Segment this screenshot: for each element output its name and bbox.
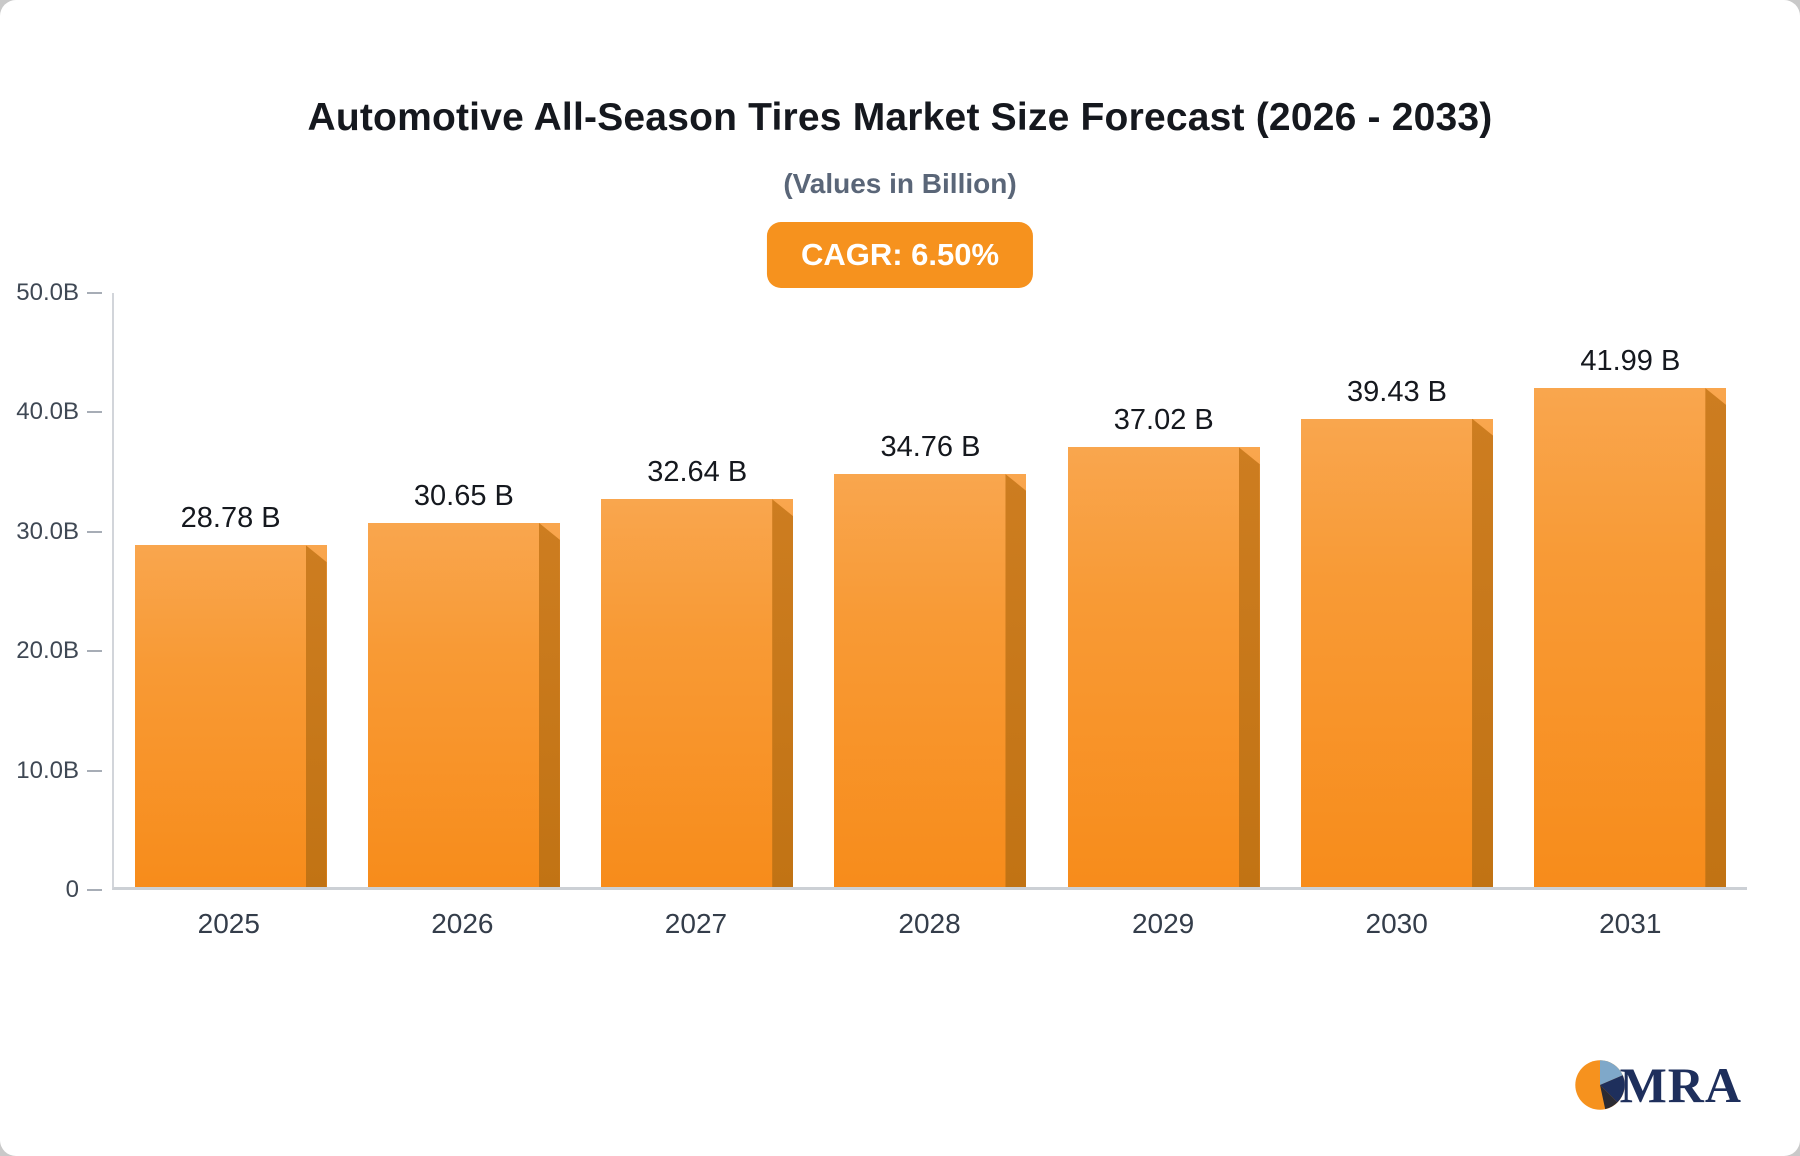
plot-area: 28.78 B 30.65 B 32.64 B 34.76 B 37.02 B 39.43… [112,293,1747,890]
x-axis-label: 2030 [1365,908,1428,939]
bar-column: 34.76 B [814,293,1047,887]
bar [367,522,560,887]
y-axis-tick-mark [87,650,102,653]
bars-container: 28.78 B 30.65 B 32.64 B 34.76 B 37.02 B 39.43… [114,293,1747,887]
bar-column: 30.65 B [347,293,580,887]
x-axis: 2025 2026 2027 2028 2029 2030 2031 [112,908,1747,940]
y-axis-tick: 40.0B [16,398,102,426]
x-axis-label: 2025 [197,908,260,939]
y-axis-tick: 20.0B [16,637,102,665]
y-axis-tick-mark [87,411,102,414]
y-axis-tick: 50.0B [16,279,102,307]
mra-logo-text: MRA [1619,1057,1742,1113]
bar-column: 37.02 B [1047,293,1280,887]
bar-value-label: 34.76 B [880,431,981,464]
y-axis-tick-label: 10.0B [16,756,79,784]
bar-value-label: 32.64 B [647,456,748,489]
bar-column: 32.64 B [581,293,814,887]
bar [1301,418,1494,887]
x-axis-label: 2028 [898,908,961,939]
bar-value-label: 30.65 B [413,479,514,512]
bar-value-label: 39.43 B [1347,375,1448,408]
bar [1534,388,1727,887]
y-axis-tick-mark [87,889,102,891]
chart-subtitle: (Values in Billion) [783,168,1017,199]
y-axis-tick-label: 30.0B [16,517,79,545]
bar [601,499,794,887]
x-axis-label: 2027 [664,908,728,939]
bar-chart: 28.78 B 30.65 B 32.64 B 34.76 B 37.02 B 39.43… [16,279,1747,903]
chart-title: Automotive All-Season Tires Market Size … [307,96,1493,139]
bar [134,545,327,887]
bar-column: 39.43 B [1280,293,1513,887]
y-axis-tick-label: 0 [65,876,79,903]
x-axis-label: 2029 [1131,908,1195,939]
y-axis-tick: 30.0B [16,518,102,546]
bar-value-label: 41.99 B [1580,345,1681,378]
y-axis-tick-mark [87,530,102,533]
cagr-badge: CAGR: 6.50% [766,222,1034,288]
x-axis-label: 2026 [431,908,494,939]
y-axis-tick-label: 40.0B [16,398,79,426]
bar [834,474,1027,887]
bar-value-label: 37.02 B [1113,404,1214,437]
y-axis-tick-label: 50.0B [16,279,79,306]
y-axis-tick-mark [87,769,102,772]
bar-column: 28.78 B [114,293,347,887]
bar-value-label: 28.78 B [180,502,281,535]
y-axis-tick-label: 20.0B [16,637,79,665]
y-axis-tick: 10.0B [16,757,102,785]
bar [1067,447,1260,887]
y-axis-tick: 0 [66,876,102,904]
x-axis-label: 2031 [1599,908,1662,939]
bar-column: 41.99 B [1514,293,1747,887]
y-axis-tick-mark [87,292,102,294]
mra-logo-pie-icon [1574,1060,1625,1110]
mra-logo: MRA [1574,1056,1742,1114]
